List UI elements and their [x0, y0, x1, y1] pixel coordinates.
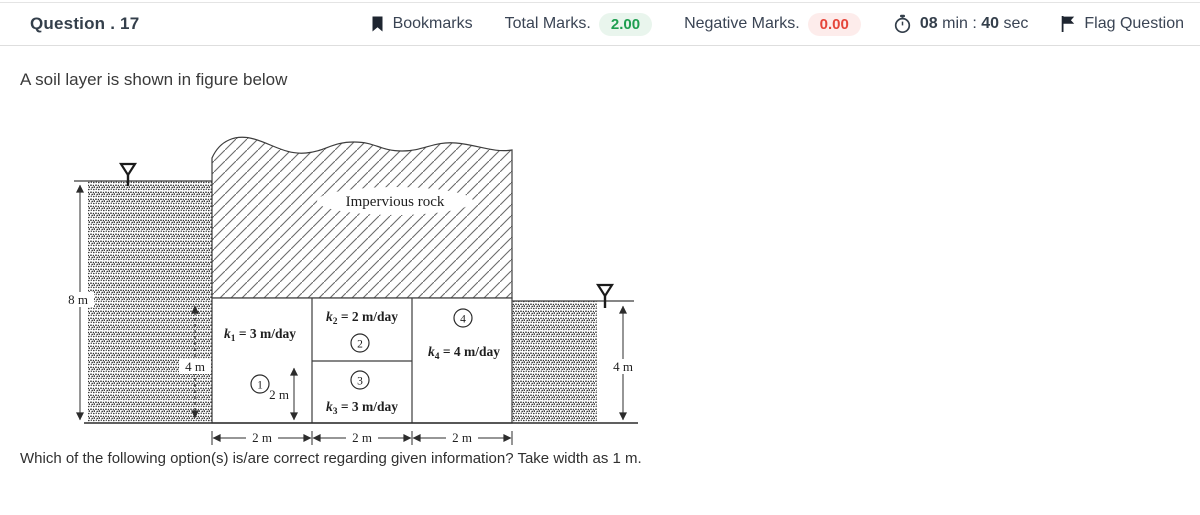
- stopwatch-icon: [893, 14, 912, 34]
- impervious-rock: Impervious rock: [211, 136, 513, 299]
- dim-inner-4m-label: 4 m: [185, 359, 205, 374]
- dim-right-4m: 4 m: [607, 305, 639, 421]
- dim-width2-label: 2 m: [352, 430, 372, 445]
- soil-figure: Impervious rock k1 = 3 m/day 1 k2 = 2 m/…: [60, 128, 650, 463]
- region-2-number: 2: [357, 339, 363, 351]
- dim-width1-label: 2 m: [252, 430, 272, 445]
- k3-label: k3 = 3 m/day: [326, 399, 398, 417]
- timer-min-label: min :: [942, 15, 977, 32]
- region-4-number: 4: [460, 314, 466, 326]
- dim-layer-2m-label: 2 m: [269, 387, 289, 402]
- bookmarks-button[interactable]: Bookmarks: [370, 15, 473, 33]
- soil-layers: k1 = 3 m/day 1 k2 = 2 m/day 2 3 k3 = 3 m…: [211, 297, 513, 424]
- k2-label: k2 = 2 m/day: [326, 309, 398, 327]
- region-3-circle: [350, 370, 370, 390]
- dim-width3-label: 2 m: [452, 430, 472, 445]
- negative-marks-label: Negative Marks.: [684, 15, 800, 32]
- flag-icon: [1060, 15, 1076, 33]
- region-1-circle: [250, 374, 270, 394]
- left-water-column: [74, 162, 212, 423]
- region-2-circle: [350, 333, 370, 353]
- total-marks-badge: 2.00: [598, 12, 653, 36]
- timer: 08 min : 40 sec: [893, 14, 1029, 34]
- timer-minutes: 08: [919, 15, 938, 32]
- water-table-icon: [118, 162, 138, 186]
- dim-inner-4m: 4 m: [179, 305, 211, 419]
- region-3-number: 3: [357, 376, 363, 388]
- total-marks-label: Total Marks.: [504, 15, 591, 32]
- left-water-texture: [88, 181, 212, 423]
- total-marks: Total Marks. 2.00: [504, 12, 653, 36]
- question-number-title: Question . 17: [30, 14, 140, 33]
- question-intro-text: A soil layer is shown in figure below: [20, 70, 288, 89]
- negative-marks-badge: 0.00: [807, 12, 861, 36]
- k1-label: k1 = 3 m/day: [224, 326, 296, 344]
- timer-sec-label: sec: [1003, 15, 1029, 32]
- timer-text: 08 min : 40 sec: [920, 15, 1029, 33]
- soil-diagram-svg: Impervious rock k1 = 3 m/day 1 k2 = 2 m/…: [63, 136, 639, 445]
- rock-label: Impervious rock: [346, 194, 445, 210]
- dim-right-4m-label: 4 m: [613, 359, 633, 374]
- question-prompt-text: Which of the following option(s) is/are …: [20, 450, 642, 467]
- dim-layer-2m: 2 m: [269, 367, 298, 421]
- region-1-number: 1: [257, 380, 263, 392]
- timer-seconds: 40: [981, 15, 1000, 32]
- right-water-texture: [512, 301, 597, 423]
- rock-label-backdrop: [317, 187, 473, 215]
- bookmarks-label: Bookmarks: [392, 15, 473, 32]
- region-4-circle: [453, 308, 473, 328]
- dim-8m-label: 8 m: [68, 292, 88, 307]
- bookmark-icon: [370, 15, 385, 33]
- question-header-bar: Question . 17 Bookmarks Total Marks. 2.0…: [0, 2, 1200, 46]
- dim-left-8m: 8 m: [63, 184, 94, 421]
- dim-widths: 2 m 2 m 2 m: [211, 430, 513, 445]
- water-table-icon-right: [595, 283, 615, 308]
- negative-marks: Negative Marks. 0.00: [684, 12, 861, 36]
- rock-body: [211, 136, 513, 299]
- right-water-column: [512, 283, 634, 423]
- flag-question-button[interactable]: Flag Question: [1060, 15, 1184, 33]
- header-actions: Bookmarks Total Marks. 2.00 Negative Mar…: [370, 12, 1184, 36]
- k4-label: k4 = 4 m/day: [428, 344, 500, 362]
- flag-label: Flag Question: [1084, 15, 1184, 32]
